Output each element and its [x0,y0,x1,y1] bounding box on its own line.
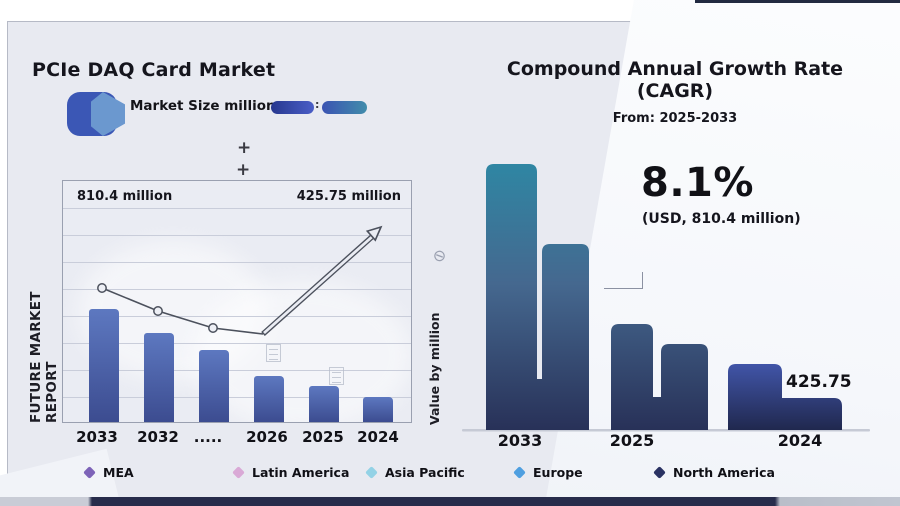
x-label-2025: 2025 [609,431,655,450]
circled-minus-icon: ⊖ [430,244,450,267]
diamond-icon [365,465,378,479]
x-label-2032: 2032 [137,428,179,446]
bar-group-2025 [611,324,708,430]
cagr-value: 8.1% [641,160,754,206]
x-label-2025: 2025 [302,428,344,446]
left-chart-title: PCIe DAQ Card Market [32,59,276,81]
legend-item-mea: MEA [83,463,134,481]
bar-2026 [254,376,284,422]
diamond-icon [232,465,245,479]
x-label-2024: 2024 [357,428,399,446]
legend-item-north-america: North America [653,463,775,481]
region-legend: MEA Latin America Asia Pacific Europe North … [0,463,900,483]
x-label-2033: 2033 [497,431,543,450]
diamond-icon [653,465,666,479]
legend-label: MEA [103,464,134,480]
ratio-pill-left [271,101,314,114]
left-chart-plot-area: 810.4 million 425.75 million [62,180,412,423]
database-icon [67,92,125,136]
legend-label: North America [673,464,775,480]
gridline [63,262,411,263]
bar-2033 [89,309,119,422]
legend-item-europe: Europe [513,463,583,481]
gridline [63,208,411,209]
bar-group-2024 [728,364,842,430]
gridline [63,343,411,344]
right-x-axis-labels: 2033 2025 2024 [460,431,880,453]
gridline [63,289,411,290]
gridline [63,370,411,371]
end-value-annotation: 425.75 million [296,189,401,204]
left-x-axis-labels: 2033 2032..... 2026 2025 2024 [62,428,412,448]
max-value-annotation: 810.4 million [77,189,173,204]
legend-label: Asia Pacific [385,464,465,480]
gridline [63,316,411,317]
gridline [63,397,411,398]
series-label: Market Size million [130,98,276,114]
legend-label: Latin America [252,464,350,480]
right-chart-bars [462,164,870,432]
plus-mark-2: + [236,160,251,180]
diamond-icon [83,465,96,479]
right-chart-title: Compound Annual Growth Rate (CAGR) [506,58,844,102]
right-header: Compound Annual Growth Rate (CAGR) From:… [468,58,882,126]
legend-label: Europe [533,464,583,480]
x-label-2024: 2024 [777,431,823,450]
bar-2025 [309,386,339,422]
legend-item-latin-america: Latin America [232,463,350,481]
bar-2024 [363,397,393,422]
watermark-vertical-text: FUTURE MARKET REPORT [28,291,60,423]
bar-2032 [144,333,174,422]
plus-mark-1: + [237,138,252,158]
legend-item-asia-pacific: Asia Pacific [365,463,465,481]
arrowhead-icon [365,225,383,242]
database-icon-cap [91,92,125,136]
usd-value: (USD, 810.4 million) [642,211,801,227]
bottom-accent-strip [0,497,900,506]
trend-line-arrow [97,225,383,337]
corner-bracket-decoration [604,272,643,289]
ratio-separator: : [315,98,320,111]
bar-..... [199,350,229,422]
gridline [63,235,411,236]
right-chart-subtitle: From: 2025-2033 [612,111,738,126]
x-label-.....: ..... [193,428,223,446]
x-label-2026: 2026 [246,428,288,446]
bar-group-2033 [486,164,589,430]
top-accent-line [695,0,900,3]
document-icon [266,344,281,362]
right-value-annotation: 425.75 [786,372,852,392]
x-label-2033: 2033 [76,428,118,446]
document-icon [329,367,344,385]
y-axis-label: Value by million [427,312,442,425]
ratio-pill-right [322,101,367,114]
diamond-icon [513,465,526,479]
